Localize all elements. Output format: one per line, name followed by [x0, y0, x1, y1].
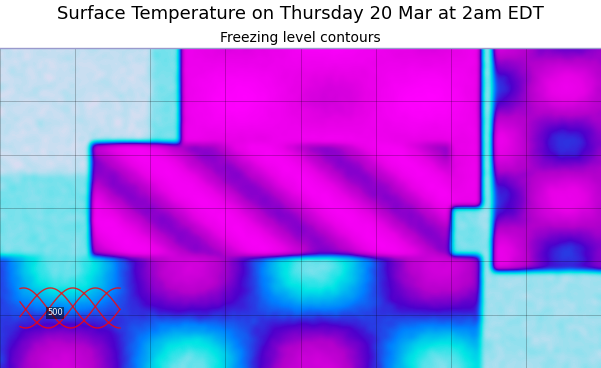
- Text: Surface Temperature on Thursday 20 Mar at 2am EDT: Surface Temperature on Thursday 20 Mar a…: [57, 6, 544, 23]
- Text: 500: 500: [47, 308, 63, 318]
- Text: Freezing level contours: Freezing level contours: [220, 31, 381, 45]
